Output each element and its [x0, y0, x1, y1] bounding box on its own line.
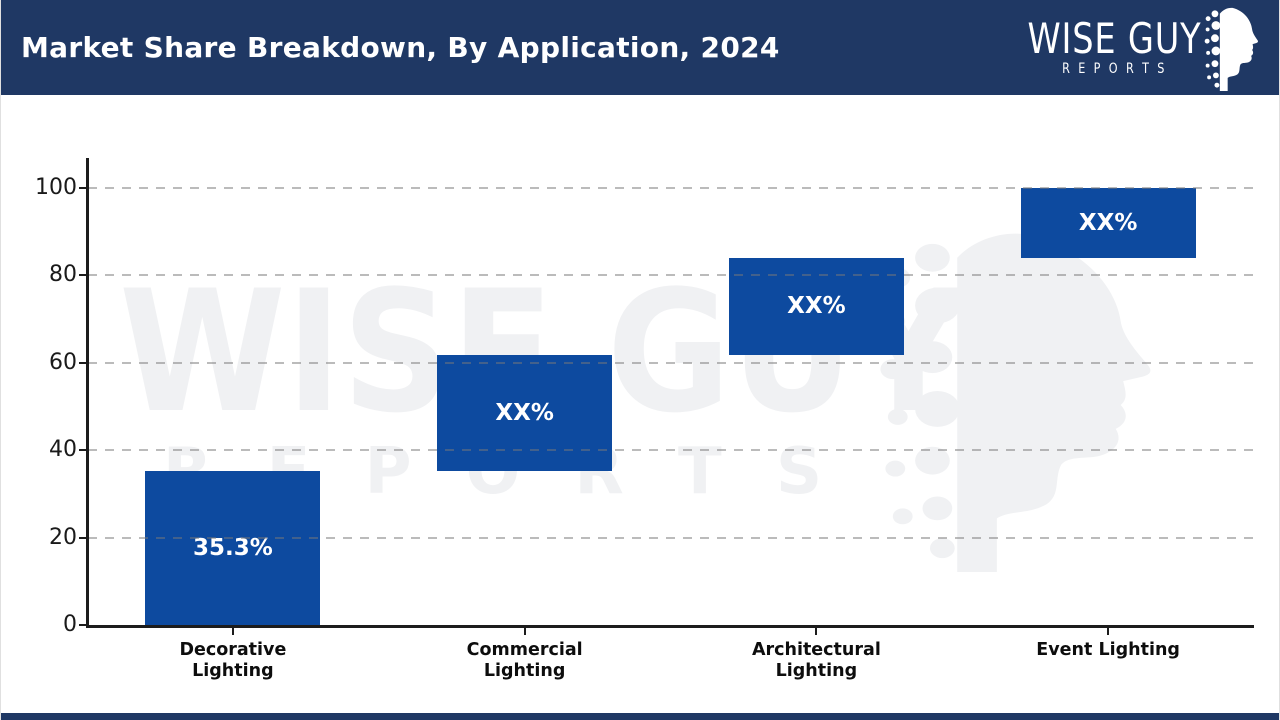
bar-segment: XX%: [437, 354, 613, 471]
x-axis: [86, 625, 1254, 628]
bar-value-label: XX%: [787, 293, 846, 320]
watermark-head-graphic: [880, 233, 1151, 573]
bar-value-label: 35.3%: [192, 534, 273, 561]
x-category-label: Event Lighting: [1036, 640, 1180, 660]
dotted-head-logo-icon: [1204, 7, 1258, 91]
y-tick-mark: [79, 624, 87, 626]
y-axis: [86, 158, 89, 627]
y-tick-mark: [79, 361, 87, 364]
y-tick-mark: [79, 449, 87, 451]
y-tick-mark: [79, 536, 87, 539]
x-tick-mark: [815, 627, 818, 635]
y-tick-label: 100: [35, 174, 77, 200]
x-category-label: Commercial Lighting: [466, 640, 583, 681]
gridline: [88, 449, 1255, 451]
x-category-label: Architectural Lighting: [751, 640, 881, 681]
y-tick-mark: [79, 186, 87, 189]
logo-subtext: R E P O R T S: [1061, 60, 1167, 77]
gridline: [88, 186, 1255, 189]
y-tick-mark: [79, 274, 87, 276]
footer-bar: [1, 713, 1279, 720]
x-category-label: Decorative Lighting: [179, 640, 287, 681]
gridline: [88, 536, 1255, 539]
chart-title: Market Share Breakdown, By Application, …: [21, 31, 780, 64]
x-tick-mark: [231, 627, 234, 635]
header: Market Share Breakdown, By Application, …: [1, 0, 1279, 95]
gridline: [88, 361, 1255, 364]
bar-value-label: XX%: [1078, 209, 1138, 236]
x-tick-mark: [523, 627, 526, 635]
bar-segment: XX%: [1020, 187, 1196, 258]
y-tick-label: 0: [63, 612, 77, 637]
logo-text: WISE GUY R E P O R T S: [1027, 13, 1201, 77]
gridline: [88, 274, 1255, 276]
bar-segment: XX%: [728, 257, 904, 355]
bar-segment: 35.3%: [145, 470, 321, 625]
logo-wordmark: WISE GUY: [1027, 13, 1201, 63]
y-tick-label: 40: [49, 437, 77, 462]
y-tick-label: 20: [49, 524, 77, 550]
bar-value-label: XX%: [495, 399, 554, 426]
x-tick-mark: [1107, 627, 1110, 635]
y-tick-label: 60: [49, 349, 77, 375]
wise-guy-logo: WISE GUY R E P O R T S: [984, 0, 1267, 95]
y-tick-label: 80: [49, 262, 77, 287]
